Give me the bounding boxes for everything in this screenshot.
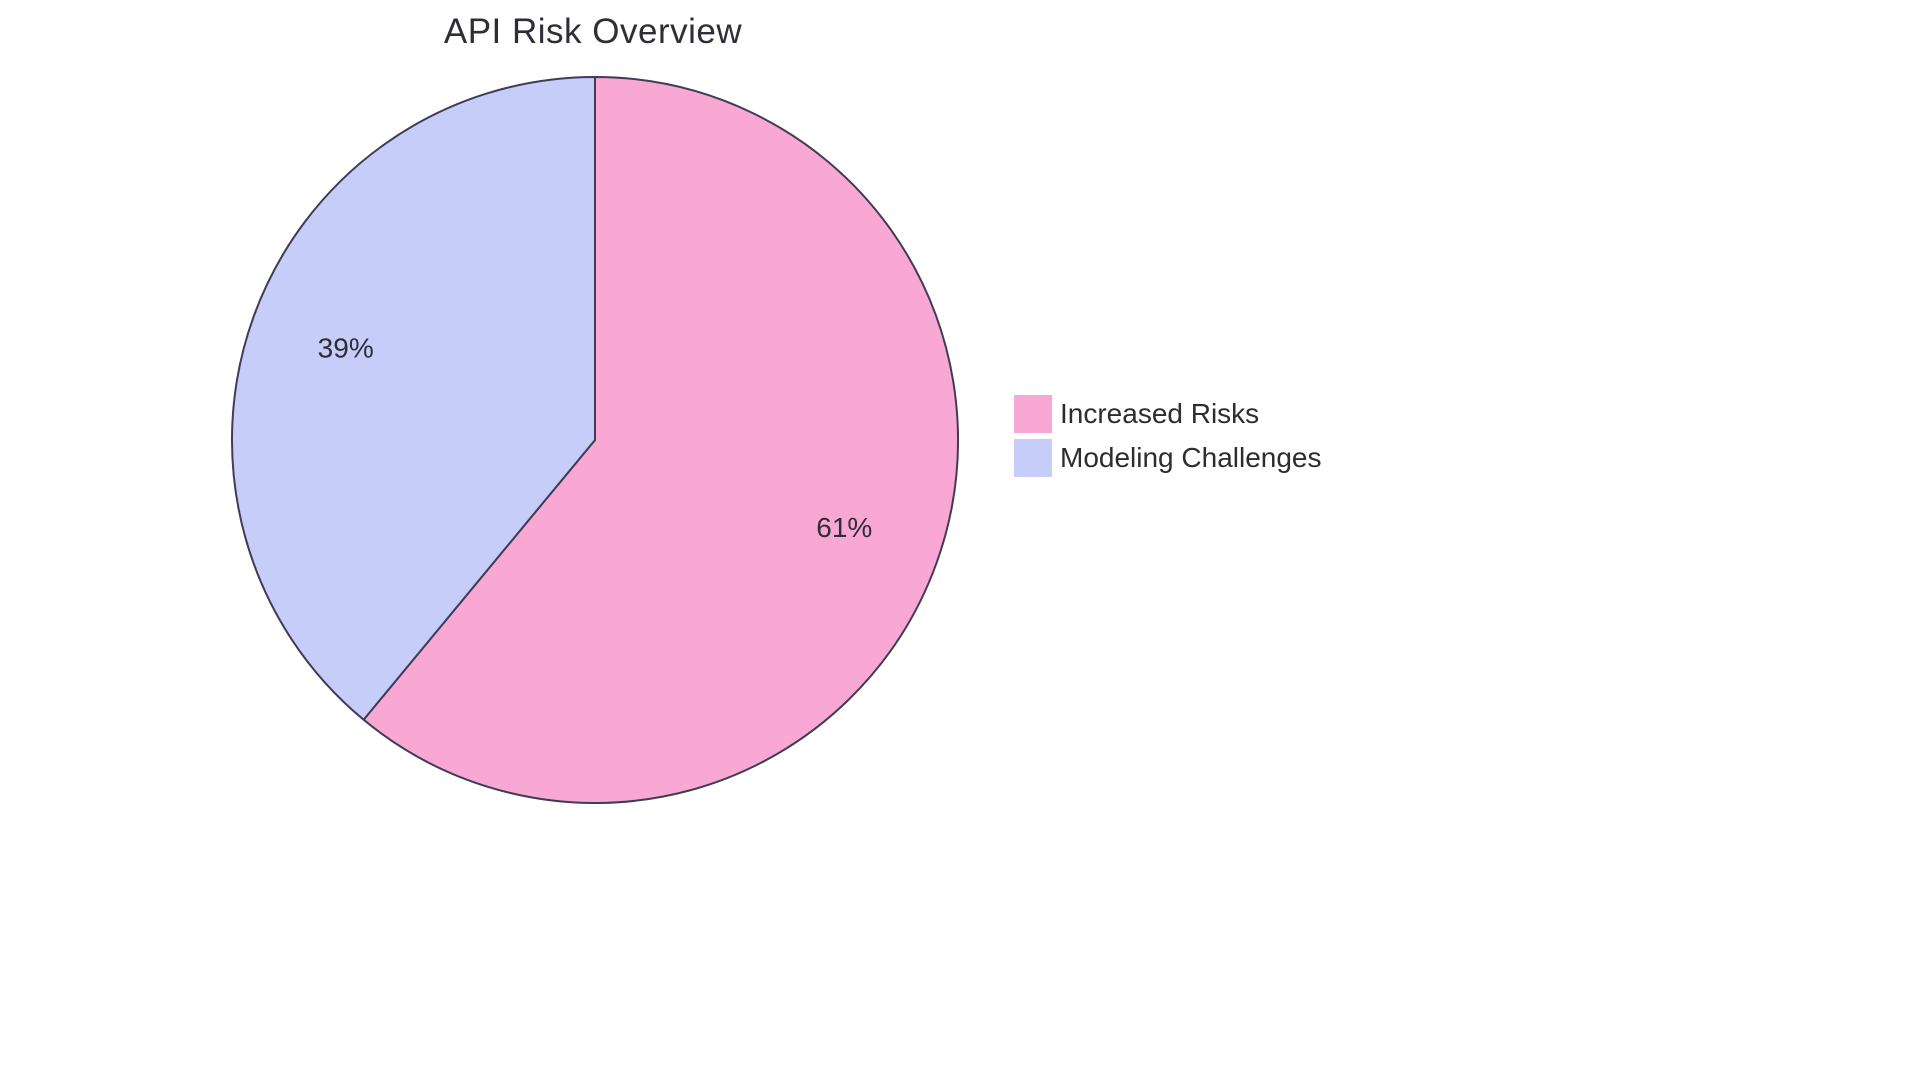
legend-swatch (1014, 394, 1052, 433)
legend: Increased Risks Modeling Challenges (1014, 394, 1322, 477)
legend-item: Increased Risks (1014, 394, 1322, 433)
legend-item: Modeling Challenges (1014, 438, 1322, 477)
chart-title: API Risk Overview (443, 12, 743, 51)
slice-percent-label: 39% (318, 333, 374, 364)
slice-percent-label: 61% (816, 512, 872, 543)
pie-slices-group: 61% 39% (231, 75, 959, 804)
legend-label: Modeling Challenges (1060, 441, 1322, 473)
legend-swatch (1014, 438, 1052, 477)
legend-label: Increased Risks (1060, 397, 1260, 429)
pie-slice-increased-risks (362, 75, 959, 804)
pie-slice-modeling-challenges (231, 75, 596, 722)
pie-chart: 61% 39% (231, 75, 959, 804)
